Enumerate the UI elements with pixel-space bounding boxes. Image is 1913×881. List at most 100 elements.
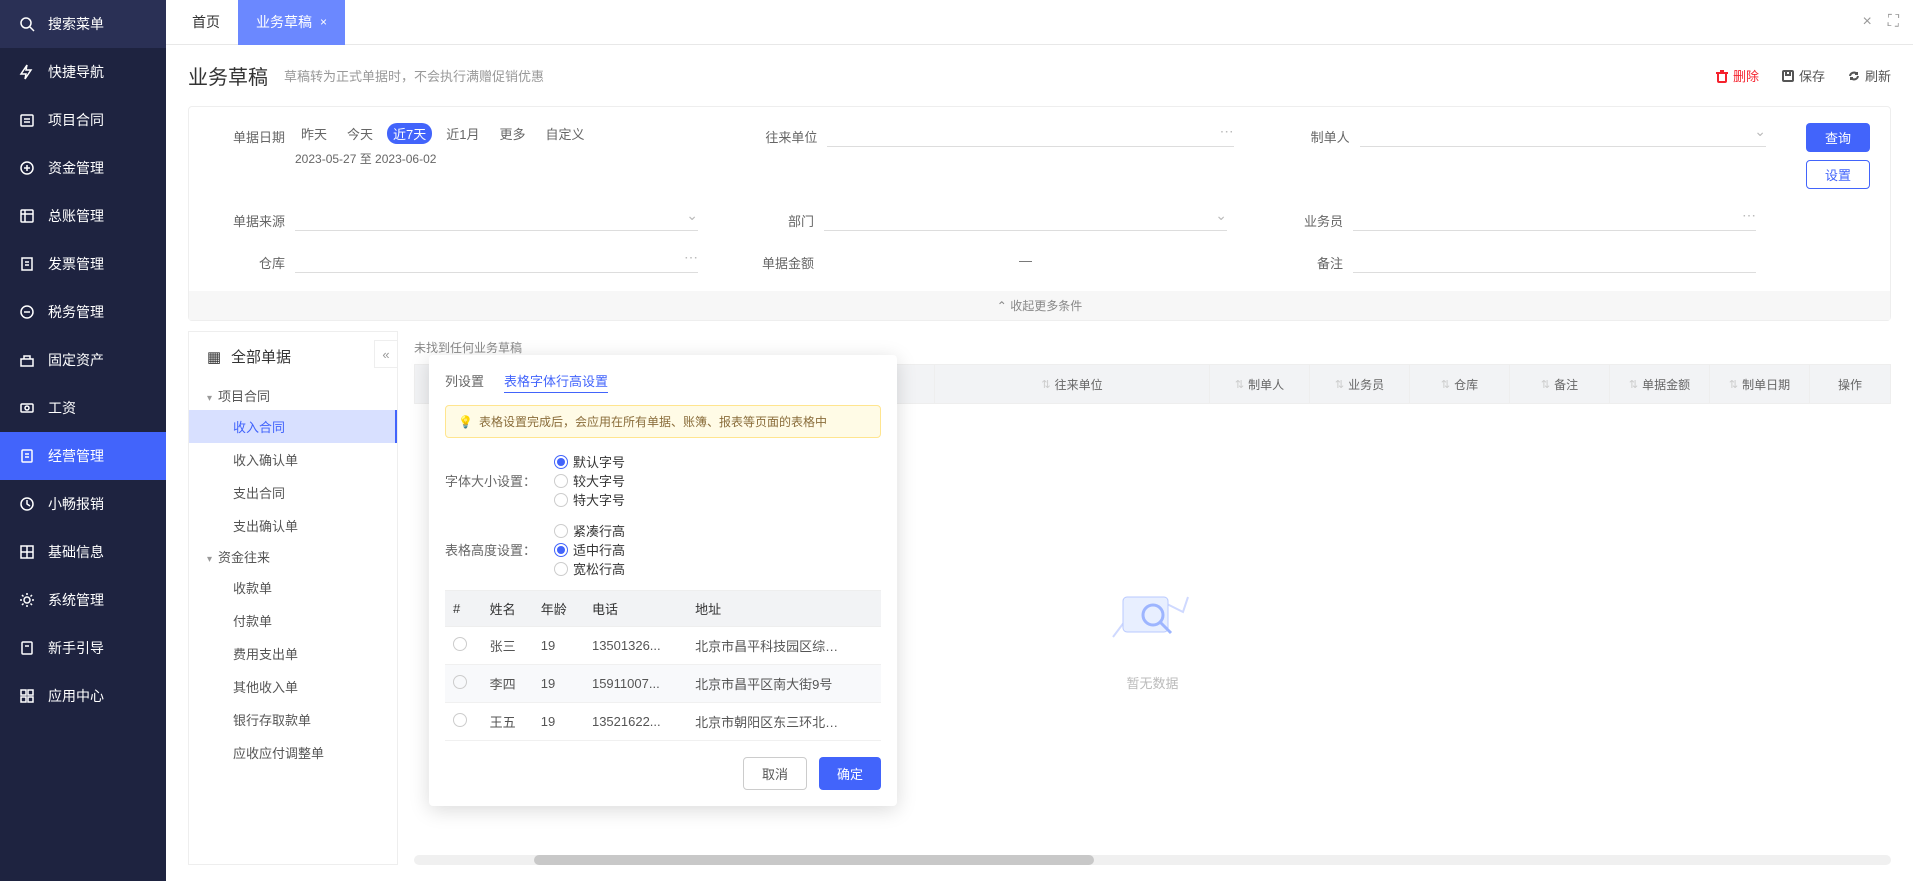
- dept-select[interactable]: [824, 207, 1227, 231]
- tab-close-icon[interactable]: ×: [320, 15, 327, 29]
- font-size-option[interactable]: 默认字号: [554, 452, 625, 471]
- pop-tab-rowheight[interactable]: 表格字体行高设置: [504, 371, 608, 393]
- sidebar-item-tax[interactable]: 税务管理: [0, 288, 166, 336]
- sidebar-item-label: 经营管理: [48, 446, 104, 466]
- tree-leaf[interactable]: 其他收入单: [189, 670, 397, 703]
- tree-collapse-icon[interactable]: «: [374, 340, 398, 368]
- col-wh[interactable]: 仓库: [1410, 365, 1510, 403]
- remark-input[interactable]: [1353, 249, 1756, 273]
- table-settings-popover: 列设置 表格字体行高设置 💡 表格设置完成后，会应用在所有单据、账簿、报表等页面…: [429, 355, 897, 806]
- sidebar-item-appc[interactable]: 应用中心: [0, 672, 166, 720]
- tree-leaf[interactable]: 银行存取款单: [189, 703, 397, 736]
- settings-button[interactable]: 设置: [1806, 160, 1870, 189]
- horizontal-scrollbar[interactable]: [414, 855, 1891, 865]
- amount-value: —: [824, 249, 1227, 268]
- date-quick-option[interactable]: 更多: [494, 123, 532, 144]
- font-size-option[interactable]: 较大字号: [554, 471, 625, 490]
- date-quick-option[interactable]: 昨天: [295, 123, 333, 144]
- col-party[interactable]: 往来单位: [935, 365, 1210, 403]
- maker-input[interactable]: [1360, 123, 1766, 147]
- empty-text: 暂无数据: [1126, 673, 1178, 692]
- tab-home[interactable]: 首页: [174, 0, 238, 45]
- asset-icon: [18, 351, 36, 369]
- sidebar-item-label: 基础信息: [48, 542, 104, 562]
- date-quick-option[interactable]: 自定义: [540, 123, 591, 144]
- row-radio[interactable]: [453, 713, 467, 727]
- tree-leaf[interactable]: 收入合同: [189, 410, 397, 443]
- sidebar-item-invoice[interactable]: 发票管理: [0, 240, 166, 288]
- page-title: 业务草稿: [188, 61, 268, 90]
- row-radio[interactable]: [453, 637, 467, 651]
- date-range: 2023-05-27 至 2023-06-02: [295, 150, 701, 167]
- row-height-option[interactable]: 紧凑行高: [554, 521, 625, 540]
- chevron-down-icon[interactable]: ⌄: [1754, 123, 1766, 140]
- query-button[interactable]: 查询: [1806, 123, 1870, 152]
- delete-button[interactable]: 删除: [1715, 66, 1759, 85]
- more-icon[interactable]: ⋯: [1220, 123, 1234, 140]
- tree-leaf[interactable]: 支出合同: [189, 476, 397, 509]
- row-radio[interactable]: [453, 675, 467, 689]
- tree-leaf[interactable]: 收款单: [189, 571, 397, 604]
- col-maker[interactable]: 制单人: [1210, 365, 1310, 403]
- sidebar-item-asset[interactable]: 固定资产: [0, 336, 166, 384]
- bulb-icon: 💡: [458, 415, 473, 429]
- sidebar-item-project[interactable]: 项目合同: [0, 96, 166, 144]
- warehouse-input[interactable]: [295, 249, 698, 273]
- tree-leaf[interactable]: 费用支出单: [189, 637, 397, 670]
- save-button[interactable]: 保存: [1781, 66, 1825, 85]
- sidebar-item-sys[interactable]: 系统管理: [0, 576, 166, 624]
- tree-group[interactable]: 资金往来: [189, 542, 397, 571]
- trash-icon: [1715, 69, 1729, 83]
- tree-leaf[interactable]: 付款单: [189, 604, 397, 637]
- filter-date-label: 单据日期: [209, 123, 285, 146]
- cancel-button[interactable]: 取消: [743, 757, 807, 790]
- tabs-close-icon[interactable]: ×: [1858, 9, 1875, 35]
- tree-group[interactable]: 项目合同: [189, 381, 397, 410]
- col-remark[interactable]: 备注: [1510, 365, 1610, 403]
- col-sales[interactable]: 业务员: [1310, 365, 1410, 403]
- scrollbar-thumb[interactable]: [534, 855, 1094, 865]
- ledger-icon: [18, 207, 36, 225]
- font-size-option[interactable]: 特大字号: [554, 490, 625, 509]
- sidebar-item-exp[interactable]: 小畅报销: [0, 480, 166, 528]
- date-quick-option[interactable]: 近1月: [440, 123, 485, 144]
- tabs-fullscreen-icon[interactable]: ⛶: [1884, 9, 1903, 35]
- sidebar-item-quick[interactable]: 快捷导航: [0, 48, 166, 96]
- sidebar-item-ledger[interactable]: 总账管理: [0, 192, 166, 240]
- tree-leaf[interactable]: 应收应付调整单: [189, 736, 397, 769]
- sales-input[interactable]: [1353, 207, 1756, 231]
- more-icon[interactable]: ⋯: [1742, 207, 1756, 224]
- sample-col-header: #: [445, 591, 482, 627]
- tree-leaf[interactable]: 收入确认单: [189, 443, 397, 476]
- sample-col-header: 电话: [584, 591, 687, 627]
- source-select[interactable]: [295, 207, 698, 231]
- row-height-option[interactable]: 宽松行高: [554, 559, 625, 578]
- row-height-option[interactable]: 适中行高: [554, 540, 625, 559]
- sidebar-item-salary[interactable]: 工资: [0, 384, 166, 432]
- col-mdate[interactable]: 制单日期: [1710, 365, 1810, 403]
- refresh-button[interactable]: 刷新: [1847, 66, 1891, 85]
- sidebar-item-guide[interactable]: 新手引导: [0, 624, 166, 672]
- more-icon[interactable]: ⋯: [684, 249, 698, 266]
- chevron-down-icon[interactable]: ⌄: [1215, 207, 1227, 224]
- sidebar-item-label: 税务管理: [48, 302, 104, 322]
- date-quick-option[interactable]: 今天: [341, 123, 379, 144]
- party-input[interactable]: [827, 123, 1233, 147]
- tab-draft[interactable]: 业务草稿 ×: [238, 0, 345, 45]
- collapse-toggle[interactable]: ⌃ 收起更多条件: [189, 291, 1890, 320]
- sidebar-item-label: 新手引导: [48, 638, 104, 658]
- sample-col-header: 姓名: [482, 591, 533, 627]
- date-quick-option[interactable]: 近7天: [387, 123, 432, 144]
- col-amount[interactable]: 单据金额: [1610, 365, 1710, 403]
- sample-row: 王五1913521622...北京市朝阳区东三环北…: [445, 703, 881, 741]
- pop-tab-columns[interactable]: 列设置: [445, 371, 484, 393]
- ok-button[interactable]: 确定: [819, 757, 881, 790]
- sidebar-item-search[interactable]: 搜索菜单: [0, 0, 166, 48]
- sidebar-item-base[interactable]: 基础信息: [0, 528, 166, 576]
- tree-leaf[interactable]: 支出确认单: [189, 509, 397, 542]
- chevron-down-icon[interactable]: ⌄: [686, 207, 698, 224]
- tree-title[interactable]: ▦ 全部单据: [189, 332, 397, 381]
- filter-maker-label: 制单人: [1274, 123, 1350, 146]
- sidebar-item-fund[interactable]: 资金管理: [0, 144, 166, 192]
- sidebar-item-mgmt[interactable]: 经营管理: [0, 432, 166, 480]
